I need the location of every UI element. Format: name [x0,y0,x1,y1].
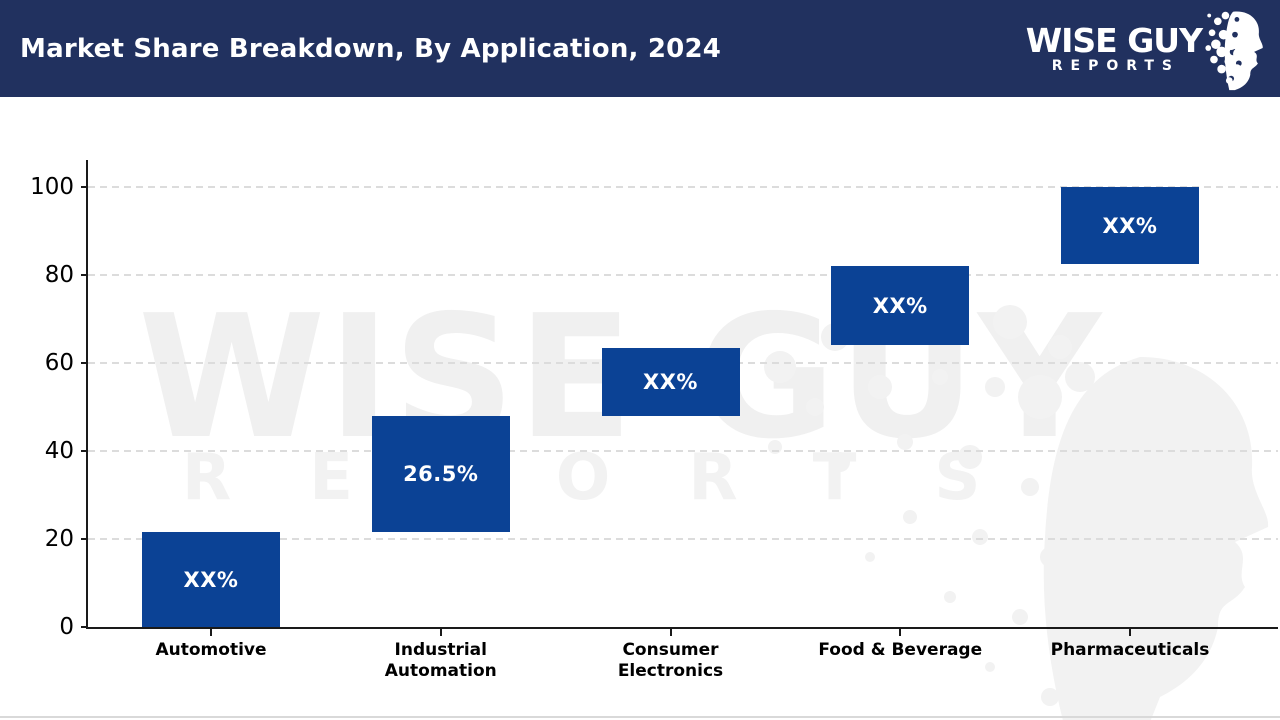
bar-value-label: XX% [183,567,239,592]
gridline-40 [88,450,1278,452]
bar-automotive: XX% [142,532,280,627]
x-tick-food-beverage [899,629,902,636]
x-category-label-line: Industrial [394,640,487,660]
y-tick-80 [81,274,88,276]
logo-brand-name: WISE GUY [1025,21,1203,60]
bar-food-beverage: XX% [831,266,970,346]
y-tick-60 [81,362,88,364]
bar-industrial-automation: 26.5% [371,415,510,533]
x-category-label-line: Consumer [622,640,719,660]
chart-plot: 0 20 40 60 80 100 XX% Automotive 26.5% Industrial… [0,97,1280,720]
x-category-label-industrial-automation: Industrial Automation [321,640,561,682]
bottom-border-line [0,716,1280,718]
gridline-20 [88,538,1278,540]
bar-value-label: XX% [872,293,928,318]
gridline-100 [88,186,1278,188]
y-tick-label-0: 0 [59,614,74,640]
gridline-80 [88,274,1278,276]
x-tick-consumer-electronics [669,629,672,636]
x-category-label-automotive: Automotive [91,640,331,661]
y-tick-20 [81,538,88,540]
y-tick-label-20: 20 [44,526,74,552]
bar-consumer-electronics: XX% [601,347,740,416]
x-category-label-pharmaceuticals: Pharmaceuticals [1010,640,1250,661]
y-tick-label-100: 100 [30,174,74,200]
x-category-label-consumer-electronics: Consumer Electronics [551,640,791,682]
y-tick-label-60: 60 [44,350,74,376]
y-axis [86,160,88,629]
header-bar: Market Share Breakdown, By Application, … [0,0,1280,97]
x-category-label-line: Automation [384,661,497,681]
y-tick-100 [81,186,88,188]
bar-pharmaceuticals: XX% [1061,187,1199,264]
bar-value-label: 26.5% [403,462,479,487]
x-category-label-line: Pharmaceuticals [1050,640,1210,660]
x-tick-pharmaceuticals [1129,629,1131,636]
x-category-label-line: Automotive [155,640,267,660]
logo-text: WISE GUY REPORTS [1025,21,1203,75]
wiseguy-logo: WISE GUY REPORTS [1026,6,1266,92]
page-title: Market Share Breakdown, By Application, … [20,33,722,64]
y-tick-label-80: 80 [44,262,74,288]
bar-value-label: XX% [1102,213,1158,238]
x-category-label-line: Food & Beverage [818,640,983,660]
x-category-label-line: Electronics [617,661,724,681]
chart-area: WISE GUY REPORTS 0 [0,97,1280,720]
x-tick-industrial-automation [439,629,442,636]
x-axis [86,627,1278,629]
x-category-label-food-beverage: Food & Beverage [780,640,1020,661]
y-tick-40 [81,450,88,452]
y-tick-0 [81,626,88,628]
logo-brand-subtitle: REPORTS [1051,58,1181,74]
bar-value-label: XX% [643,369,698,394]
x-tick-automotive [210,629,212,636]
y-tick-label-40: 40 [44,438,74,464]
logo-head-icon [1205,11,1263,91]
